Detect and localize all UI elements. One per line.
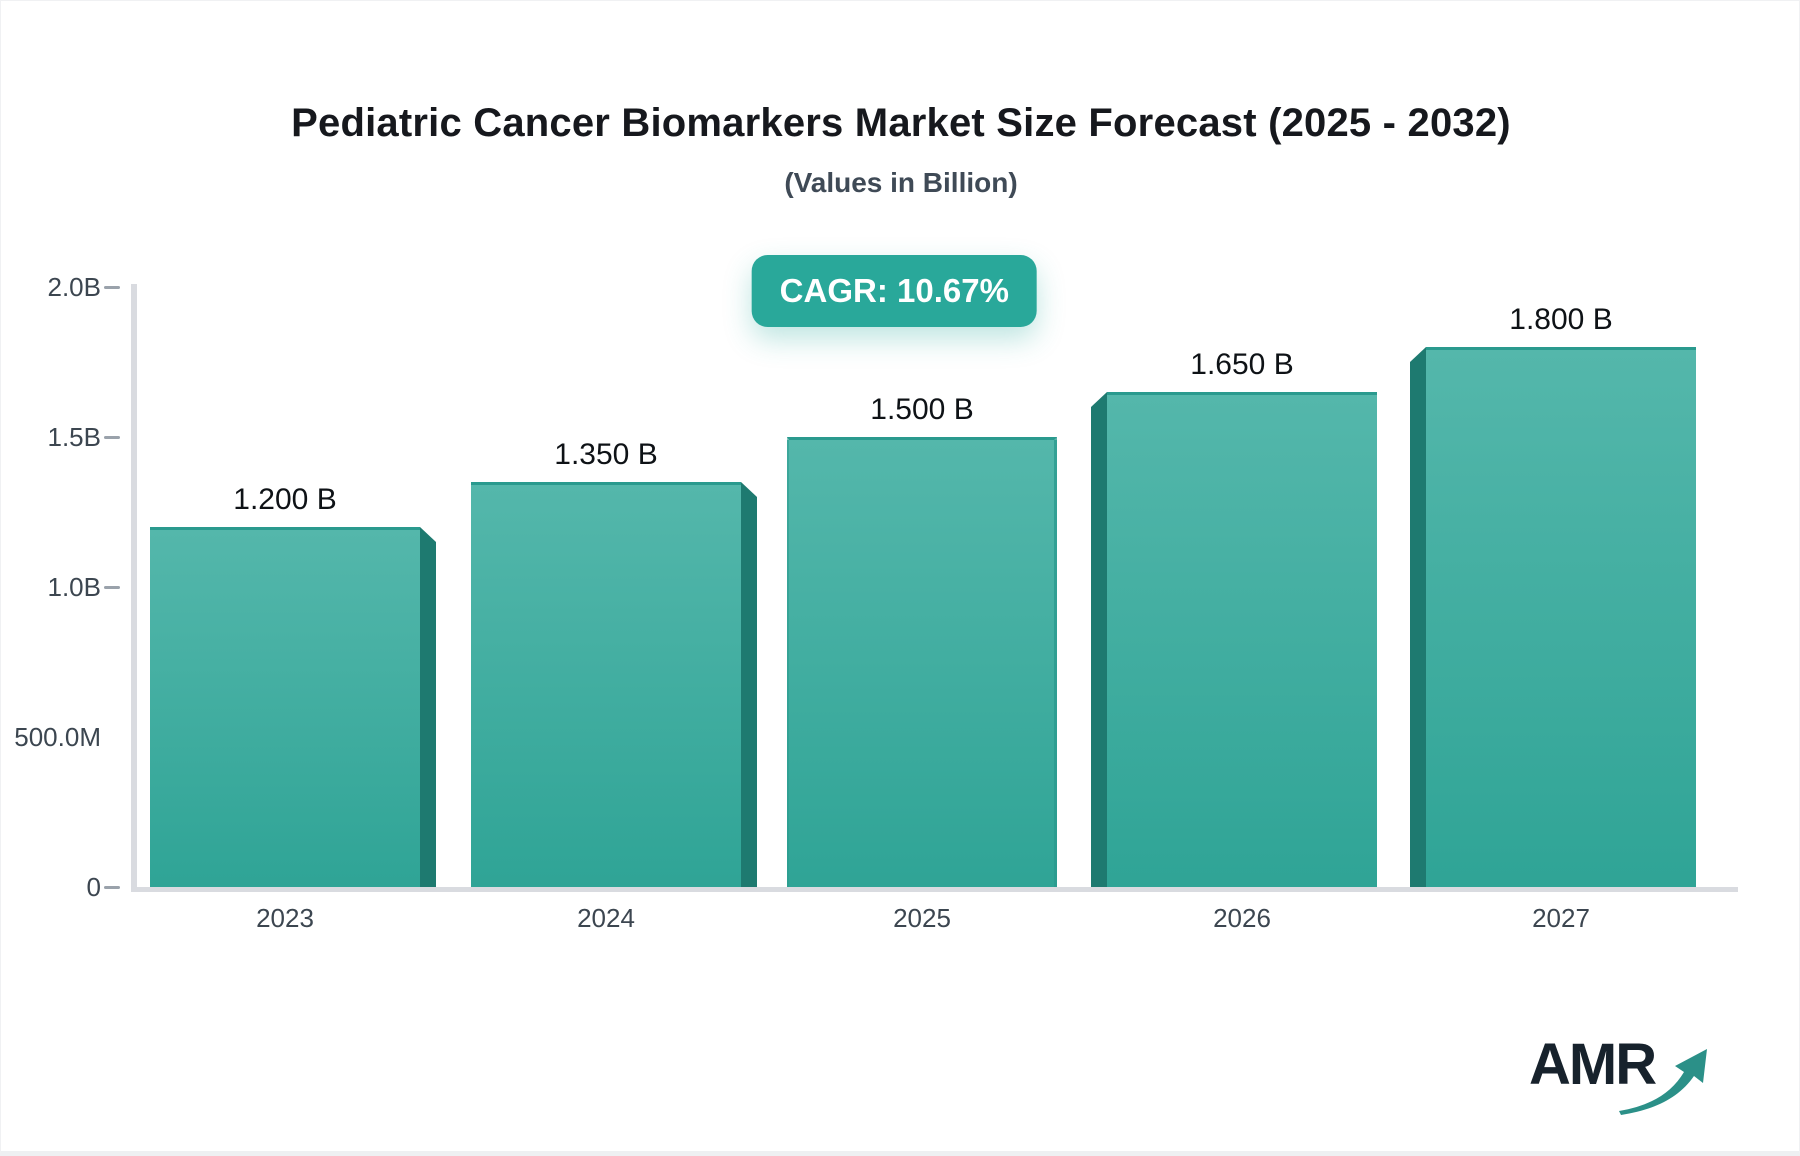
amr-logo-text: AMR — [1529, 1032, 1657, 1097]
bar-2026-side-shadow — [1091, 392, 1107, 887]
bar-2027-side-shadow — [1410, 347, 1426, 887]
bar-2025 — [787, 437, 1057, 887]
y-tick-label-1.5B: 1.5B — [47, 422, 102, 452]
growth-arrow-icon — [1619, 1049, 1707, 1115]
y-tick-dash — [104, 886, 120, 889]
x-label-2027: 2027 — [1532, 903, 1590, 933]
chart-subtitle: (Values in Billion) — [784, 167, 1018, 198]
bar-2023 — [150, 527, 420, 887]
x-label-2023: 2023 — [256, 903, 314, 933]
cagr-badge: CAGR: 10.67% — [751, 255, 1037, 327]
bar-value-2025: 1.500 B — [870, 393, 974, 426]
y-axis-line — [131, 284, 137, 891]
chart-title: Pediatric Cancer Biomarkers Market Size … — [291, 101, 1511, 145]
y-tick-label-1.0B: 1.0B — [47, 572, 102, 602]
y-tick-label-2.0B: 2.0B — [47, 272, 102, 302]
x-label-2024: 2024 — [577, 903, 635, 933]
bar-2024 — [471, 482, 741, 887]
bar-2023-side-shadow — [420, 527, 436, 887]
bar-2026 — [1107, 392, 1377, 887]
x-label-2026: 2026 — [1213, 903, 1271, 933]
bar-value-2027: 1.800 B — [1509, 303, 1613, 336]
y-tick-label-0: 0 — [86, 872, 101, 902]
y-tick-dash — [104, 286, 120, 289]
y-tick-dash — [104, 436, 120, 439]
bar-2027 — [1426, 347, 1696, 887]
bar-value-2023: 1.200 B — [233, 483, 337, 516]
bar-value-2024: 1.350 B — [554, 438, 658, 471]
x-label-2025: 2025 — [893, 903, 951, 933]
y-tick-label-500.0M: 500.0M — [14, 722, 101, 752]
bar-value-2026: 1.650 B — [1190, 348, 1294, 381]
amr-logo: AMR — [1529, 1031, 1729, 1121]
x-axis-line — [131, 887, 1738, 892]
y-tick-dash — [104, 586, 120, 589]
bar-2024-side-shadow — [741, 482, 757, 887]
